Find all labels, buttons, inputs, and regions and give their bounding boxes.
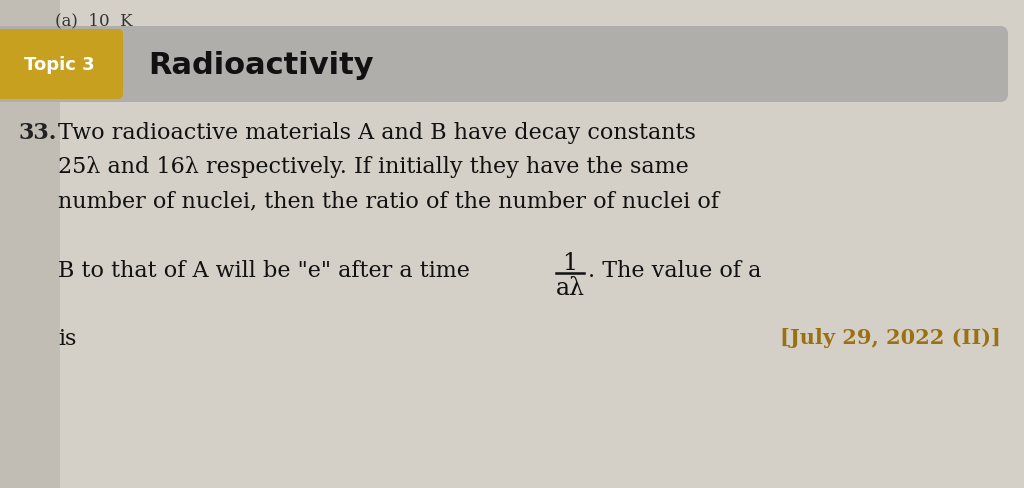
Text: is: is (58, 327, 77, 349)
Text: aλ: aλ (555, 276, 585, 299)
Text: Topic 3: Topic 3 (24, 56, 94, 74)
Text: 25λ and 16λ respectively. If initially they have the same: 25λ and 16λ respectively. If initially t… (58, 156, 689, 178)
Text: number of nuclei, then the ratio of the number of nuclei of: number of nuclei, then the ratio of the … (58, 190, 719, 212)
Text: 1: 1 (562, 251, 578, 274)
Text: [July 29, 2022 (II)]: [July 29, 2022 (II)] (780, 327, 1000, 347)
Text: (a)  10  K: (a) 10 K (55, 12, 133, 29)
FancyBboxPatch shape (0, 30, 123, 100)
Text: 33.: 33. (18, 122, 56, 143)
FancyBboxPatch shape (0, 27, 1008, 103)
Text: Radioactivity: Radioactivity (148, 50, 374, 80)
FancyBboxPatch shape (0, 0, 60, 488)
Text: Two radioactive materials A and B have decay constants: Two radioactive materials A and B have d… (58, 122, 696, 143)
Text: . The value of a: . The value of a (588, 260, 762, 282)
Text: B to that of A will be "e" after a time: B to that of A will be "e" after a time (58, 260, 470, 282)
